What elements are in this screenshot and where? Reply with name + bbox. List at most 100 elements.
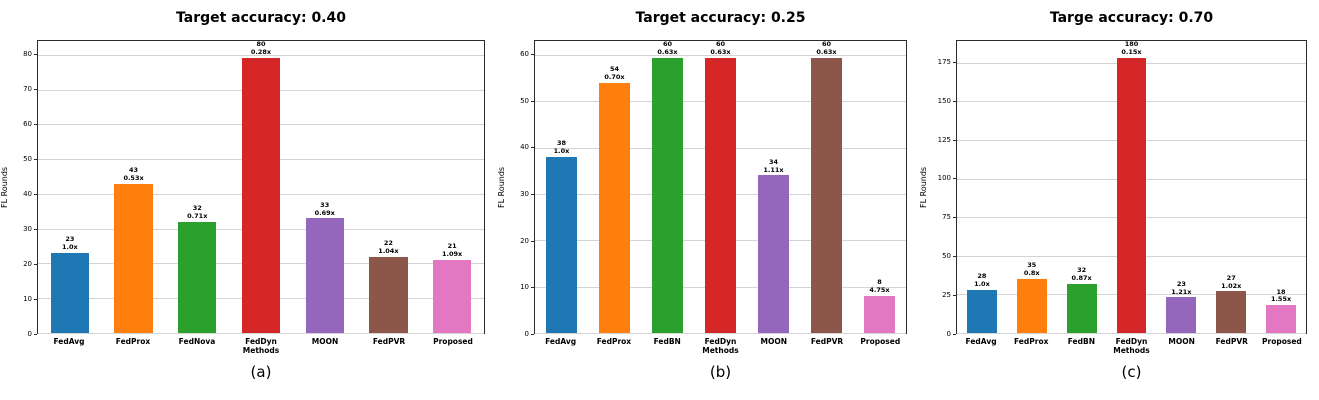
- bar-value-label: 23 1.21x: [1171, 279, 1192, 296]
- bar-fedbn: [651, 57, 684, 333]
- bar-group-proposed: 18 1.55x: [1256, 41, 1306, 333]
- bar-value-label: 60 0.63x: [657, 40, 678, 56]
- bar-value-label: 32 0.87x: [1071, 265, 1092, 282]
- y-tick-mark: [34, 334, 37, 335]
- bar-group-proposed: 21 1.09x: [420, 41, 484, 333]
- bar-fedprox: [114, 183, 153, 333]
- bar-group-feddyn: 180 0.15x: [1107, 40, 1157, 333]
- bar-fedavg: [50, 253, 89, 333]
- bar-fedbn: [1066, 283, 1097, 333]
- x-tick-label-fedpvr: FedPVR: [1215, 337, 1248, 346]
- y-tick-label: 60: [520, 50, 529, 58]
- x-tick-label-fedavg: FedAvg: [965, 337, 997, 346]
- bar-value-label: 8 4.75x: [869, 278, 890, 295]
- chart-panel-c: Targe accuracy: 0.70 FL Rounds 0 25 50 75 100 1…: [919, 10, 1319, 381]
- y-axis-label: FL Rounds: [0, 166, 9, 208]
- y-tick-mark: [953, 100, 956, 102]
- bar-group-fednova: 32 0.71x: [165, 41, 229, 333]
- bar-proposed: [863, 295, 896, 333]
- plot-area: 38 1.0x 54 0.70x 60 0.63x 60 0.63x 34 1.11x 6…: [534, 40, 907, 334]
- y-tick-mark: [34, 299, 37, 300]
- y-tick-mark: [531, 54, 534, 55]
- y-tick-label: 175: [937, 57, 951, 66]
- chart-title: Target accuracy: 0.40: [176, 10, 346, 26]
- chart-body: FL Rounds 0 25 50 75 100 125 150 175 28 1.0x 35 0.…: [919, 40, 1319, 338]
- x-tick-label-fedpvr: FedPVR: [810, 337, 844, 346]
- y-axis-ticks: 0 25 50 75 100 125 150 175: [932, 40, 956, 338]
- y-tick-mark: [953, 217, 956, 219]
- y-tick-mark: [34, 158, 37, 160]
- bar-group-feddyn: 80 0.28x: [229, 40, 293, 333]
- x-tick-label-fedavg: FedAvg: [545, 337, 577, 346]
- bar-feddyn: [1116, 57, 1147, 333]
- bar-fedavg: [545, 156, 578, 333]
- y-tick-mark: [34, 89, 37, 90]
- bar-fedavg: [966, 289, 997, 333]
- x-tick-label-fednova: FedNova: [178, 337, 216, 346]
- bar-fedprox: [598, 82, 631, 333]
- bar-value-label: 54 0.70x: [604, 65, 625, 81]
- x-tick-label-proposed: Proposed: [433, 337, 473, 346]
- bar-group-fedpvr: 60 0.63x: [800, 40, 853, 333]
- y-tick-label: 75: [942, 213, 951, 222]
- y-tick-mark: [531, 147, 534, 149]
- y-tick-mark: [531, 334, 534, 335]
- bar-group-fedprox: 54 0.70x: [588, 41, 641, 333]
- y-tick-label: 125: [937, 135, 951, 144]
- bar-value-label: 33 0.69x: [314, 200, 335, 217]
- y-axis-label: FL Rounds: [919, 166, 928, 208]
- bar-proposed: [433, 260, 472, 333]
- x-tick-label-feddyn: FedDyn Methods: [702, 337, 739, 356]
- bar-value-label: 27 1.02x: [1221, 273, 1242, 290]
- bar-fedprox: [1016, 278, 1047, 333]
- bar-group-fedavg: 23 1.0x: [38, 41, 102, 333]
- bar-moon: [757, 175, 790, 333]
- x-tick-label-proposed: Proposed: [860, 337, 901, 346]
- bar-fedpvr: [810, 57, 843, 333]
- y-tick-label: 50: [520, 96, 529, 105]
- bar-group-fedavg: 38 1.0x: [535, 41, 588, 333]
- chart-title: Target accuracy: 0.25: [635, 10, 806, 26]
- y-tick-mark: [531, 287, 534, 289]
- y-tick-mark: [953, 334, 956, 335]
- x-tick-label-feddyn: FedDyn Methods: [1113, 337, 1150, 356]
- bar-feddyn: [704, 57, 737, 333]
- y-tick-label: 0: [524, 330, 529, 338]
- bar-value-label: 80 0.28x: [250, 40, 272, 56]
- y-tick-mark: [34, 264, 37, 265]
- y-tick-label: 60: [23, 120, 32, 128]
- y-tick-label: 0: [946, 330, 951, 338]
- y-tick-mark: [531, 100, 534, 102]
- subplot-caption-1: (a): [250, 363, 272, 381]
- bar-fednova: [178, 221, 217, 333]
- bar-group-fedavg: 28 1.0x: [957, 41, 1007, 333]
- bar-value-label: 38 1.0x: [553, 139, 570, 156]
- x-tick-label-fedbn: FedBN: [653, 337, 681, 346]
- y-tick-mark: [34, 194, 37, 195]
- gridline: [535, 54, 906, 56]
- chart-panel-a: Target accuracy: 0.40 FL Rounds 0 10 20 30 40 5…: [0, 10, 497, 381]
- chart-body: FL Rounds 0 10 20 30 40 50 60 38 1.0x 54 0.70x 60 …: [497, 40, 919, 338]
- gridline: [535, 333, 906, 334]
- bar-group-fedprox: 43 0.53x: [102, 41, 166, 333]
- y-tick-mark: [953, 139, 956, 141]
- y-tick-label: 30: [23, 225, 32, 233]
- x-axis-labels: FedAvg FedProx FedNova FedDyn Methods MOON Fe…: [37, 337, 485, 357]
- y-tick-label: 10: [520, 283, 529, 292]
- y-tick-mark: [34, 229, 37, 230]
- bar-group-fedpvr: 22 1.04x: [357, 41, 421, 333]
- y-tick-label: 40: [520, 143, 529, 152]
- bar-value-label: 60 0.63x: [816, 40, 837, 56]
- y-tick-label: 20: [520, 236, 529, 245]
- x-tick-label-feddyn: FedDyn Methods: [242, 337, 280, 356]
- y-tick-mark: [953, 256, 956, 258]
- x-tick-label-fedprox: FedProx: [1013, 337, 1049, 346]
- chart-title: Targe accuracy: 0.70: [1049, 10, 1214, 26]
- y-tick-mark: [531, 194, 534, 195]
- x-tick-label-fedavg: FedAvg: [53, 337, 85, 346]
- y-tick-label: 10: [23, 295, 32, 303]
- x-tick-label-fedprox: FedProx: [115, 337, 151, 346]
- gridline: [38, 54, 484, 56]
- bar-group-moon: 34 1.11x: [747, 41, 800, 333]
- gridline: [38, 333, 484, 334]
